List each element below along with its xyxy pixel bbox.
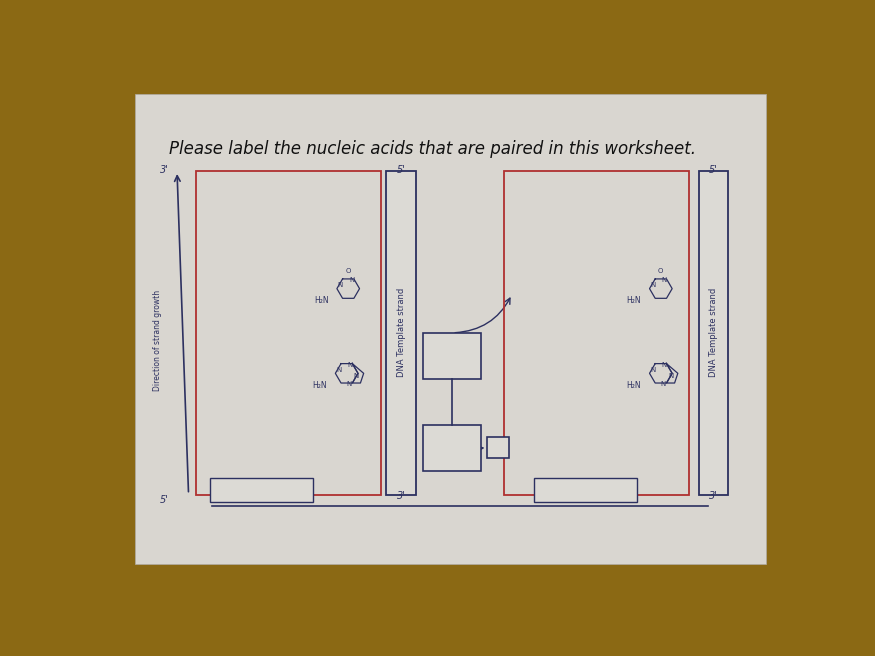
- Text: N: N: [346, 380, 352, 386]
- Text: Direction of strand growth: Direction of strand growth: [153, 290, 162, 391]
- Text: Primer strand: Primer strand: [228, 485, 295, 495]
- Text: O: O: [346, 268, 351, 274]
- Text: 5': 5': [710, 165, 718, 175]
- Text: H₂N: H₂N: [314, 296, 329, 305]
- Text: N: N: [650, 367, 655, 373]
- Bar: [424, 425, 481, 472]
- Text: N: N: [662, 277, 667, 283]
- Text: N: N: [349, 277, 354, 283]
- Text: Please label the nucleic acids that are paired in this worksheet.: Please label the nucleic acids that are …: [170, 140, 697, 158]
- Text: 3': 3': [159, 165, 168, 175]
- Text: N: N: [347, 362, 353, 368]
- Bar: [196, 171, 382, 495]
- Text: O: O: [658, 268, 663, 274]
- Text: 3': 3': [710, 491, 718, 501]
- Text: N: N: [661, 380, 666, 386]
- Text: DNA Template strand: DNA Template strand: [710, 288, 718, 377]
- Text: N: N: [650, 282, 655, 288]
- Text: N: N: [354, 373, 359, 379]
- Bar: [424, 333, 481, 379]
- FancyBboxPatch shape: [699, 171, 728, 495]
- Text: DNA Template strand: DNA Template strand: [396, 288, 406, 377]
- Bar: [504, 171, 690, 495]
- FancyBboxPatch shape: [534, 478, 637, 502]
- Text: N: N: [338, 282, 343, 288]
- Text: Primer strand: Primer strand: [552, 485, 619, 495]
- Text: N: N: [668, 373, 673, 379]
- Text: N: N: [336, 367, 341, 373]
- Text: 5': 5': [396, 165, 405, 175]
- Text: N: N: [662, 362, 667, 368]
- Text: H₂N: H₂N: [312, 380, 327, 390]
- Text: 5': 5': [159, 495, 168, 504]
- Text: H₂N: H₂N: [626, 296, 641, 305]
- FancyBboxPatch shape: [135, 94, 766, 564]
- Bar: [487, 437, 509, 459]
- Text: H₂N: H₂N: [626, 380, 641, 390]
- FancyBboxPatch shape: [387, 171, 416, 495]
- Text: 3': 3': [396, 491, 405, 501]
- FancyBboxPatch shape: [210, 478, 313, 502]
